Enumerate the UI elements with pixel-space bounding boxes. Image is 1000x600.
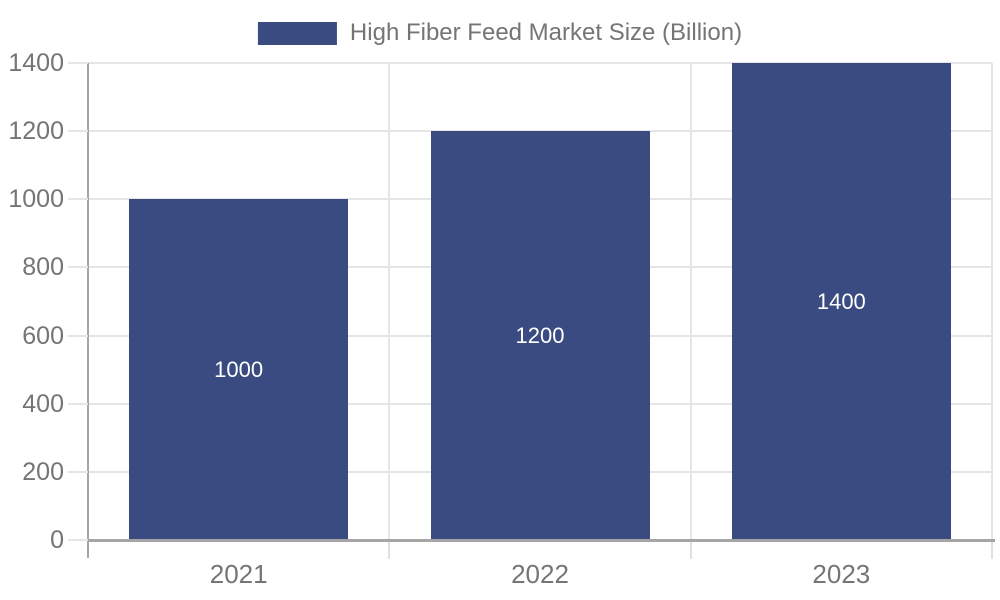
x-axis-tick [388,542,391,559]
legend[interactable]: High Fiber Feed Market Size (Billion) [257,19,743,47]
gridline-horizontal [88,62,992,64]
y-axis-tick-label: 200 [22,457,64,486]
y-axis-tick [68,62,88,64]
plot-area: 1000 1200 1400 [88,62,993,540]
x-axis-tick-label: 2022 [511,559,569,589]
y-axis-line [87,63,89,558]
y-axis-tick [68,402,88,405]
y-axis-tick-label: 1200 [8,117,64,146]
y-axis-tick [68,130,88,133]
gridline-vertical [991,63,993,540]
gridline-vertical [689,63,692,540]
y-axis-tick-label: 800 [22,253,64,282]
y-axis-tick-label: 0 [50,526,64,554]
bar-2021[interactable]: 1000 [129,199,349,540]
legend-swatch-icon [257,21,337,45]
y-axis-tick-label: 1000 [8,185,64,214]
x-axis-tick [689,542,692,559]
bar-value-label: 1000 [214,356,264,382]
legend-label: High Fiber Feed Market Size (Billion) [349,19,743,46]
x-axis-tick-label: 2021 [209,559,268,589]
x-axis-tick [991,542,993,559]
x-axis-line [87,539,995,542]
y-axis-tick-label: 1400 [8,49,64,77]
bar-value-label: 1200 [515,322,565,348]
x-axis-tick-label: 2023 [812,559,871,589]
bar-2022[interactable]: 1200 [430,131,650,540]
y-axis-tick [68,198,88,201]
bar-2023[interactable]: 1400 [731,63,951,540]
y-axis-tick [68,266,88,269]
gridline-horizontal [88,130,992,133]
y-axis-tick [68,539,88,541]
bar-value-label: 1400 [816,288,866,314]
y-axis-tick-label: 400 [22,389,64,418]
y-axis-tick [68,470,88,473]
y-axis-tick-label: 600 [22,321,64,350]
gridline-vertical [388,63,391,540]
y-axis-tick [68,334,88,337]
